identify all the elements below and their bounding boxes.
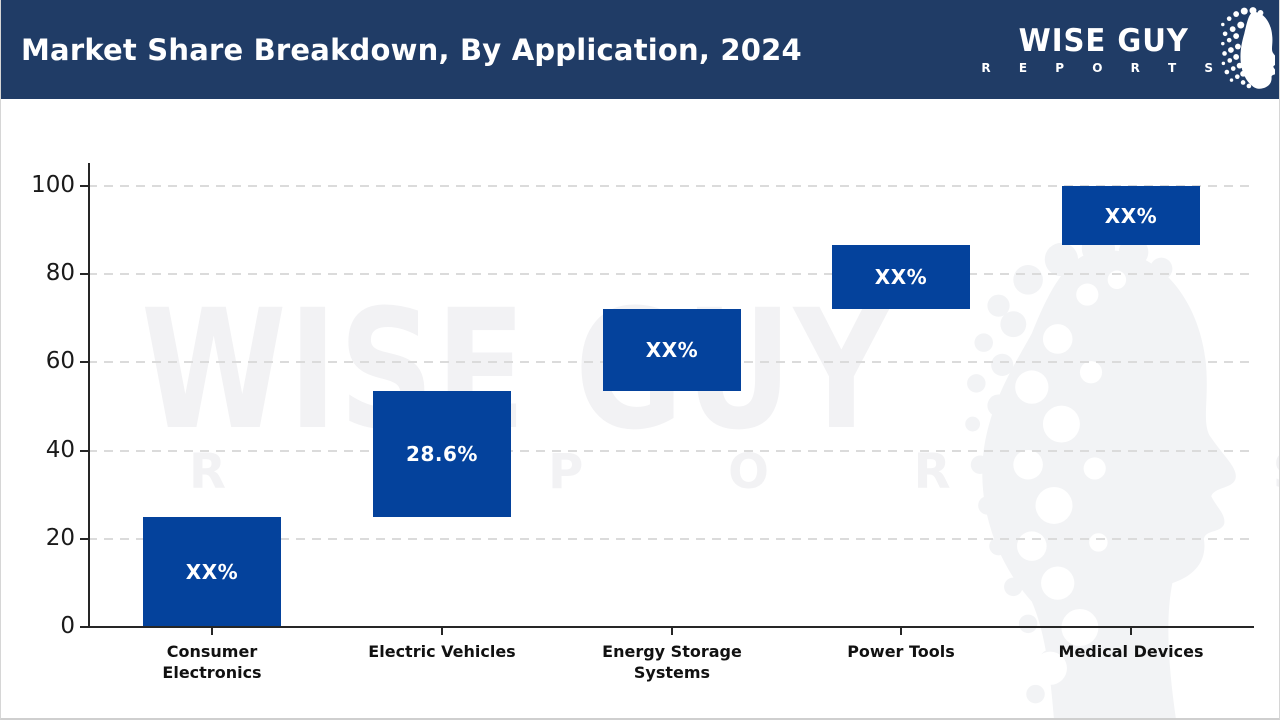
x-axis-label: Consumer Electronics: [162, 642, 262, 683]
x-axis-label: Electric Vehicles: [368, 642, 516, 661]
y-axis-tick: [80, 361, 88, 364]
logo-subtitle: R E P O R T S: [981, 60, 1225, 75]
x-axis-label: Power Tools: [847, 642, 955, 661]
y-axis-tick-label: 100: [31, 172, 75, 198]
bar-value-label: XX%: [185, 559, 239, 584]
page-title: Market Share Breakdown, By Application, …: [21, 32, 802, 67]
y-axis-tick-label: 80: [45, 260, 75, 287]
watermark-wordmark: WISE GUY: [141, 274, 891, 466]
y-axis-tick-label: 0: [60, 613, 75, 639]
y-axis-tick: [80, 185, 88, 187]
y-axis-tick: [80, 449, 88, 452]
x-axis-tick: [441, 627, 443, 635]
gridline: [88, 185, 1254, 187]
gridline: [88, 537, 1254, 540]
y-axis-tick-label: 60: [45, 348, 75, 375]
wise-guy-logo: WISE GUY R E P O R T S: [981, 0, 1275, 99]
bar-consumer-electronics: XX%: [143, 516, 281, 627]
bar-energy-storage-systems: XX%: [603, 308, 741, 391]
logo-face-icon: [1221, 6, 1275, 89]
bar-value-label: XX%: [874, 264, 928, 289]
y-axis-tick-label: 20: [45, 524, 75, 551]
x-axis-label: Medical Devices: [1058, 642, 1204, 661]
x-axis-tick: [211, 627, 213, 635]
header-bar: Market Share Breakdown, By Application, …: [1, 0, 1279, 99]
y-axis-spine: [88, 163, 90, 628]
x-axis-label: Energy Storage Systems: [602, 642, 742, 683]
gridline: [88, 449, 1254, 452]
gridline: [88, 273, 1254, 276]
y-axis-tick: [80, 537, 88, 540]
bar-value-label: XX%: [645, 337, 699, 362]
y-axis-tick: [80, 626, 88, 628]
x-axis-spine: [88, 626, 1254, 628]
y-axis-tick: [80, 273, 88, 276]
x-axis-tick: [1130, 627, 1132, 635]
bar-electric-vehicles: 28.6%: [373, 390, 511, 517]
bar-value-label: XX%: [1104, 203, 1158, 228]
x-axis-tick: [671, 627, 673, 635]
bar-value-label: 28.6%: [406, 441, 478, 466]
logo-text: WISE GUY R E P O R T S: [981, 22, 1213, 74]
bar-medical-devices: XX%: [1062, 186, 1200, 246]
x-axis-tick: [900, 627, 902, 635]
logo-wordmark: WISE GUY: [1019, 22, 1190, 59]
bar-power-tools: XX%: [832, 245, 970, 309]
y-axis-tick-label: 40: [45, 436, 75, 463]
